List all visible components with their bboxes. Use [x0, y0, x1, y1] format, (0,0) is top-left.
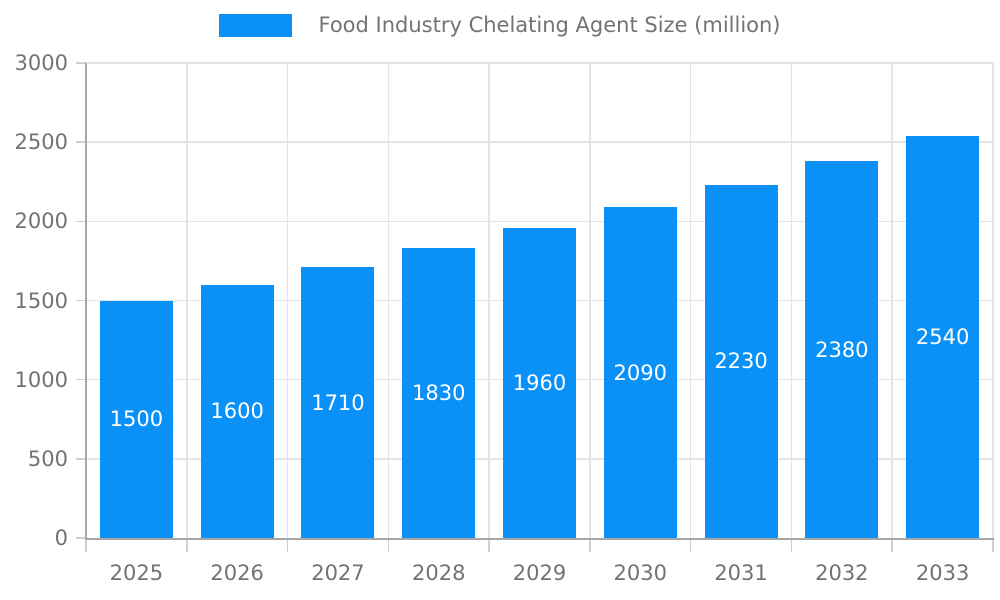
x-axis-tick-7	[790, 538, 793, 552]
bar-2033[interactable]: 2540	[906, 135, 980, 538]
bar-2027[interactable]: 1710	[301, 267, 375, 538]
bar-2025[interactable]: 1500	[99, 300, 173, 538]
y-axis-tick-0	[76, 537, 86, 539]
x-axis-tick-6	[689, 538, 692, 552]
x-tick-label-2032: 2032	[815, 561, 869, 585]
bar-value-2031: 2230	[714, 349, 768, 374]
bar-2028[interactable]: 1830	[402, 248, 476, 538]
legend-label: Food Industry Chelating Agent Size (mill…	[318, 13, 781, 37]
bar-value-2027: 1710	[311, 390, 365, 415]
bar-value-2033: 2540	[915, 324, 970, 349]
x-tick-label-2025: 2025	[109, 561, 164, 585]
y-axis-tick-1000	[76, 378, 86, 381]
y-tick-label-1500: 1500	[14, 288, 68, 313]
y-tick-label-1000: 1000	[14, 367, 68, 392]
y-tick-label-0: 0	[54, 526, 68, 550]
bar-2030[interactable]: 2090	[603, 207, 677, 538]
y-axis-tick-2500	[76, 141, 86, 143]
x-axis-tick-9	[992, 538, 994, 552]
x-axis-tick-8	[891, 538, 893, 552]
y-axis-line	[85, 63, 87, 540]
bar-value-2030: 2090	[613, 360, 667, 385]
x-axis-tick-4	[488, 538, 490, 552]
bar-2031[interactable]: 2230	[704, 184, 778, 538]
gridline-x-3	[387, 63, 390, 538]
y-tick-label-500: 500	[27, 446, 68, 471]
y-axis-tick-3000	[76, 62, 86, 64]
x-tick-label-2030: 2030	[613, 561, 667, 585]
y-axis-tick-500	[76, 458, 86, 460]
bar-value-2029: 1960	[512, 370, 567, 395]
bar-value-2028: 1830	[411, 381, 466, 406]
x-tick-label-2031: 2031	[714, 561, 768, 585]
bar-value-2025: 1500	[109, 407, 164, 432]
x-axis-line	[85, 538, 994, 540]
bar-2026[interactable]: 1600	[200, 284, 274, 538]
y-tick-label-2000: 2000	[14, 209, 68, 234]
y-axis-tick-2000	[76, 220, 86, 223]
bar-2032[interactable]: 2380	[805, 161, 879, 538]
chart-legend[interactable]: Food Industry Chelating Agent Size (mill…	[0, 13, 1000, 38]
legend-swatch	[219, 14, 293, 37]
x-tick-label-2027: 2027	[311, 561, 365, 585]
gridline-x-6	[689, 63, 692, 538]
y-tick-label-2500: 2500	[14, 130, 68, 155]
y-tick-label-3000: 3000	[14, 51, 68, 75]
gridline-x-9	[992, 63, 994, 538]
bar-value-2026: 1600	[210, 399, 264, 424]
gridline-y-2500	[86, 141, 993, 143]
x-tick-label-2028: 2028	[411, 561, 466, 585]
x-axis-tick-1	[186, 538, 188, 552]
x-tick-label-2026: 2026	[210, 561, 264, 585]
x-axis-tick-5	[589, 538, 591, 552]
y-axis-tick-1500	[76, 299, 86, 302]
gridline-x-4	[488, 63, 490, 538]
bar-value-2032: 2380	[815, 337, 869, 362]
gridline-x-8	[891, 63, 893, 538]
x-axis-tick-0	[85, 538, 87, 552]
gridline-x-5	[589, 63, 591, 538]
bar-2029[interactable]: 1960	[503, 227, 576, 538]
gridline-x-7	[790, 63, 793, 538]
x-axis-tick-3	[387, 538, 390, 552]
x-axis-tick-2	[286, 538, 289, 552]
gridline-y-2000	[86, 220, 993, 223]
x-tick-label-2033: 2033	[915, 561, 970, 585]
gridline-x-1	[186, 63, 188, 538]
gridline-x-2	[286, 63, 289, 538]
x-tick-label-2029: 2029	[512, 561, 567, 585]
gridline-y-3000	[86, 62, 993, 64]
